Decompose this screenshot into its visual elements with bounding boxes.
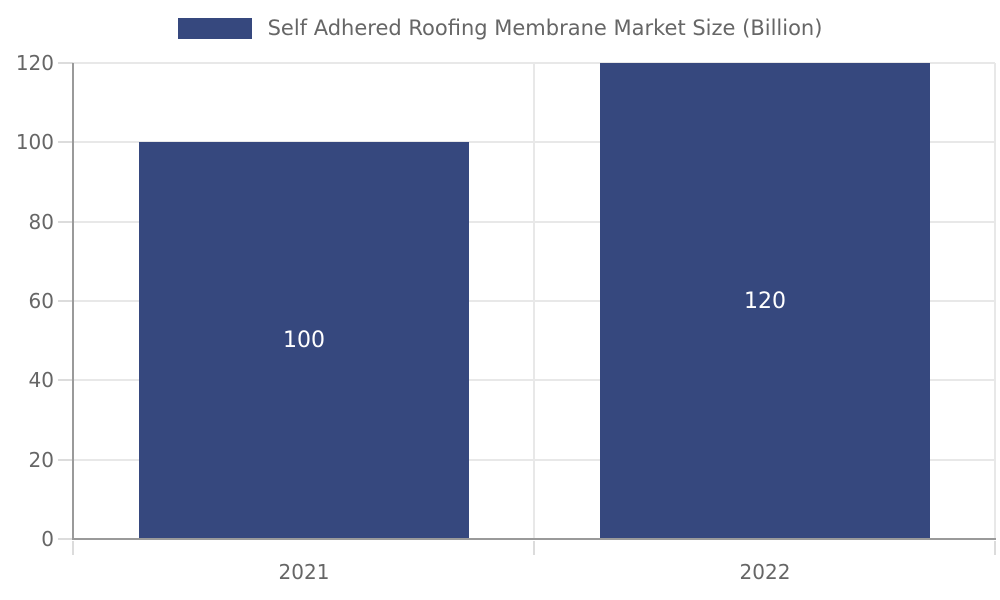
- y-tick-label: 100: [15, 130, 54, 154]
- x-tick-mark: [994, 541, 996, 555]
- y-tick-mark: [58, 221, 73, 223]
- y-tick-label: 80: [28, 210, 54, 234]
- y-tick-label: 40: [28, 368, 54, 392]
- y-tick-mark: [58, 459, 73, 461]
- y-axis-line: [72, 63, 74, 539]
- legend-label: Self Adhered Roofing Membrane Market Siz…: [267, 16, 823, 40]
- bar-value-label: 100: [283, 328, 325, 353]
- y-tick-label: 120: [15, 51, 54, 75]
- bar-value-label: 120: [744, 288, 786, 314]
- y-tick-mark: [58, 379, 73, 381]
- x-axis-line: [72, 538, 996, 540]
- x-tick-label: 2021: [278, 560, 330, 584]
- x-tick-label: 2022: [739, 560, 791, 584]
- y-tick-label: 60: [28, 289, 54, 313]
- y-tick-mark: [58, 62, 73, 64]
- bar-2021: 100: [139, 142, 469, 539]
- y-tick-mark: [58, 300, 73, 302]
- chart-legend: Self Adhered Roofing Membrane Market Siz…: [0, 14, 1000, 42]
- x-gridline: [994, 63, 996, 539]
- y-tick-mark: [58, 141, 73, 143]
- y-tick-label: 20: [28, 448, 54, 472]
- bar-2022: 120: [600, 63, 930, 539]
- y-tick-mark: [58, 538, 73, 540]
- x-tick-mark: [533, 541, 535, 555]
- y-tick-label: 0: [41, 527, 54, 551]
- legend-swatch: [177, 17, 252, 39]
- x-tick-mark: [72, 541, 74, 555]
- x-gridline: [533, 63, 535, 539]
